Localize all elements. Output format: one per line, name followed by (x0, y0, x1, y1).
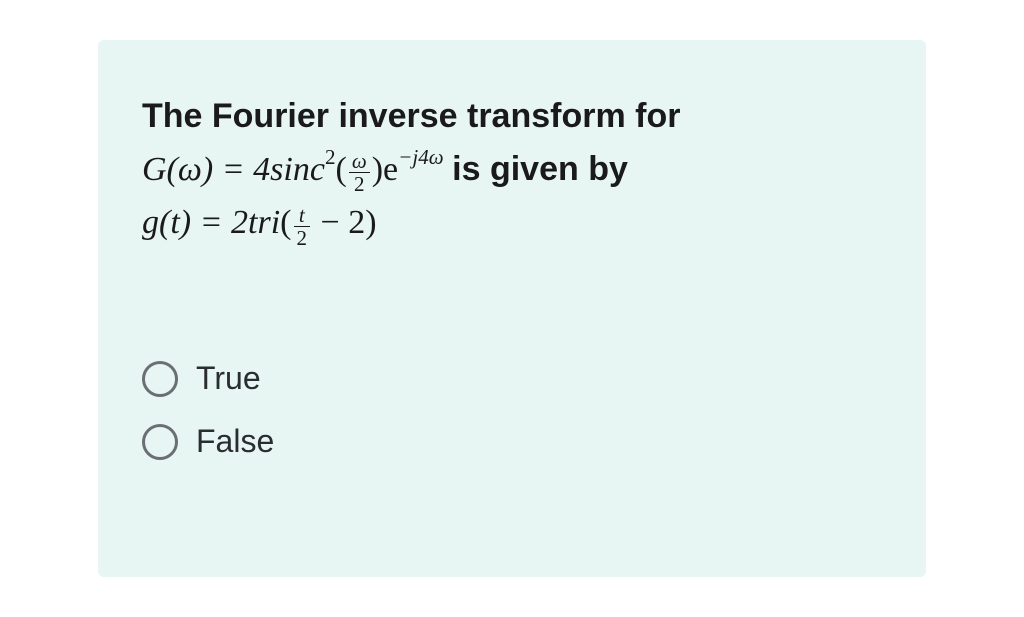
question-text: The Fourier inverse transform for G(ω) =… (142, 90, 882, 250)
question-line-1: The Fourier inverse transform for (142, 90, 882, 143)
expr-G-exp: −j4ω (398, 145, 444, 169)
expr-g-lhs: g(t) = 2 (142, 204, 248, 241)
expr-G-frac: ω2 (349, 150, 370, 195)
option-false-label: False (196, 423, 274, 460)
q-line2-suffix: is given by (452, 150, 628, 188)
radio-false[interactable] (142, 424, 178, 460)
expr-g-open: ( (280, 204, 291, 241)
expr-G-func: sinc (270, 151, 325, 188)
expr-G-frac-num: ω (349, 150, 370, 173)
options-group: True False (142, 360, 882, 460)
question-line-2: G(ω) = 4sinc2(ω2)e−j4ω is given by (142, 143, 882, 197)
q-line1-prefix: The Fourier inverse transform for (142, 97, 680, 135)
expr-g-frac: t2 (294, 204, 311, 249)
radio-true[interactable] (142, 361, 178, 397)
expr-g-frac-den: 2 (294, 227, 311, 249)
expr-G-frac-den: 2 (349, 173, 370, 195)
expr-g-tail: − 2) (312, 204, 377, 241)
expr-G: G(ω) = 4sinc2(ω2)e−j4ω (142, 151, 452, 188)
expr-G-sup1: 2 (325, 145, 336, 169)
option-true[interactable]: True (142, 360, 882, 397)
question-line-3: g(t) = 2tri(t2 − 2) (142, 196, 882, 250)
option-true-label: True (196, 360, 261, 397)
option-false[interactable]: False (142, 423, 882, 460)
expr-G-close-e: )e (372, 151, 398, 188)
expr-G-lhs: G(ω) = 4 (142, 151, 270, 188)
expr-g-func: tri (248, 204, 280, 241)
expr-g: g(t) = 2tri(t2 − 2) (142, 204, 377, 241)
question-card: The Fourier inverse transform for G(ω) =… (98, 40, 926, 577)
expr-G-open: ( (335, 151, 346, 188)
expr-g-frac-num: t (294, 204, 311, 227)
